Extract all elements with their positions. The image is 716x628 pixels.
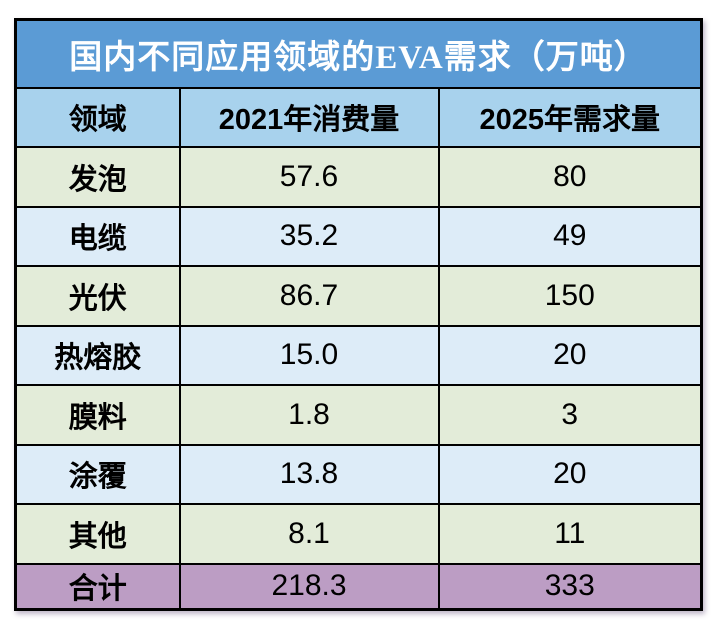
table-row-film: 膜料 1.8 3 [14, 384, 703, 446]
column-header-2025-demand: 2025年需求量 [437, 86, 703, 149]
row-label: 热熔胶 [14, 324, 181, 387]
eva-demand-table: 国内不同应用领域的EVA需求（万吨） 领域 2021年消费量 2025年需求量 … [14, 18, 704, 611]
row-label: 涂覆 [14, 443, 181, 506]
row-label: 其他 [14, 503, 181, 565]
value-2021: 57.6 [178, 146, 440, 208]
table-row-hot-melt-adhesive: 热熔胶 15.0 20 [14, 324, 703, 387]
row-label: 电缆 [14, 205, 181, 268]
table-row-photovoltaic: 光伏 86.7 150 [14, 265, 703, 327]
value-2025: 20 [437, 443, 703, 506]
column-header-field: 领域 [14, 86, 181, 149]
table-title-row: 国内不同应用领域的EVA需求（万吨） [14, 18, 703, 89]
value-2021: 35.2 [178, 205, 440, 268]
value-2025: 3 [437, 384, 703, 446]
value-2025: 150 [437, 265, 703, 327]
value-2025: 11 [437, 503, 703, 565]
table-row-total: 合计 218.3 333 [14, 562, 703, 611]
row-label: 膜料 [14, 384, 181, 446]
table-row-foam: 发泡 57.6 80 [14, 146, 703, 208]
value-2025: 49 [437, 205, 703, 268]
table-title: 国内不同应用领域的EVA需求（万吨） [14, 18, 703, 89]
table-row-other: 其他 8.1 11 [14, 503, 703, 565]
value-2021: 15.0 [178, 324, 440, 387]
total-value-2021: 218.3 [178, 562, 440, 611]
table-row-cable: 电缆 35.2 49 [14, 205, 703, 268]
value-2025: 80 [437, 146, 703, 208]
value-2021: 86.7 [178, 265, 440, 327]
total-value-2025: 333 [437, 562, 703, 611]
value-2021: 1.8 [178, 384, 440, 446]
value-2021: 13.8 [178, 443, 440, 506]
row-label: 发泡 [14, 146, 181, 208]
total-label: 合计 [14, 562, 181, 611]
table-row-coating: 涂覆 13.8 20 [14, 443, 703, 506]
column-header-2021-consumption: 2021年消费量 [178, 86, 440, 149]
row-label: 光伏 [14, 265, 181, 327]
value-2021: 8.1 [178, 503, 440, 565]
value-2025: 20 [437, 324, 703, 387]
table-header-row: 领域 2021年消费量 2025年需求量 [14, 86, 703, 149]
